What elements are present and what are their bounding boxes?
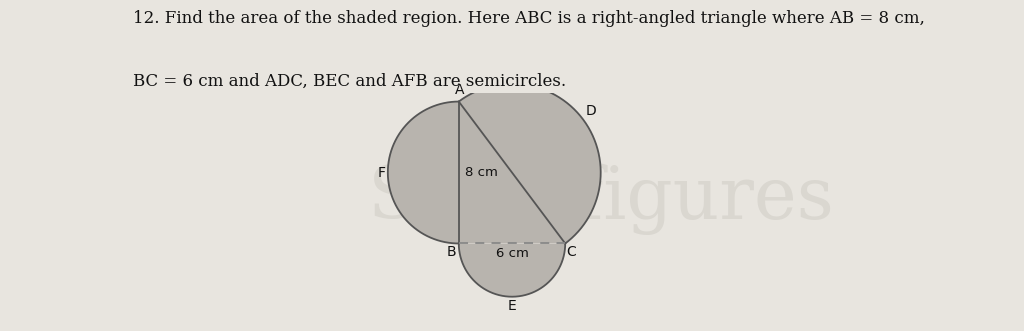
Text: F: F	[378, 166, 386, 179]
Text: B: B	[446, 245, 457, 259]
Text: A: A	[455, 83, 465, 97]
Text: D: D	[585, 104, 596, 118]
Polygon shape	[459, 102, 565, 244]
Text: Solid figures: Solid figures	[369, 164, 835, 235]
Text: C: C	[566, 245, 577, 259]
Polygon shape	[459, 84, 601, 244]
Text: 12. Find the area of the shaded region. Here ABC is a right-angled triangle wher: 12. Find the area of the shaded region. …	[133, 10, 925, 27]
Text: 8 cm: 8 cm	[465, 166, 498, 179]
Text: 6 cm: 6 cm	[496, 247, 528, 260]
Text: BC = 6 cm and ADC, BEC and AFB are semicircles.: BC = 6 cm and ADC, BEC and AFB are semic…	[133, 73, 566, 90]
Polygon shape	[388, 102, 459, 244]
Polygon shape	[459, 244, 565, 297]
Text: E: E	[508, 299, 516, 313]
